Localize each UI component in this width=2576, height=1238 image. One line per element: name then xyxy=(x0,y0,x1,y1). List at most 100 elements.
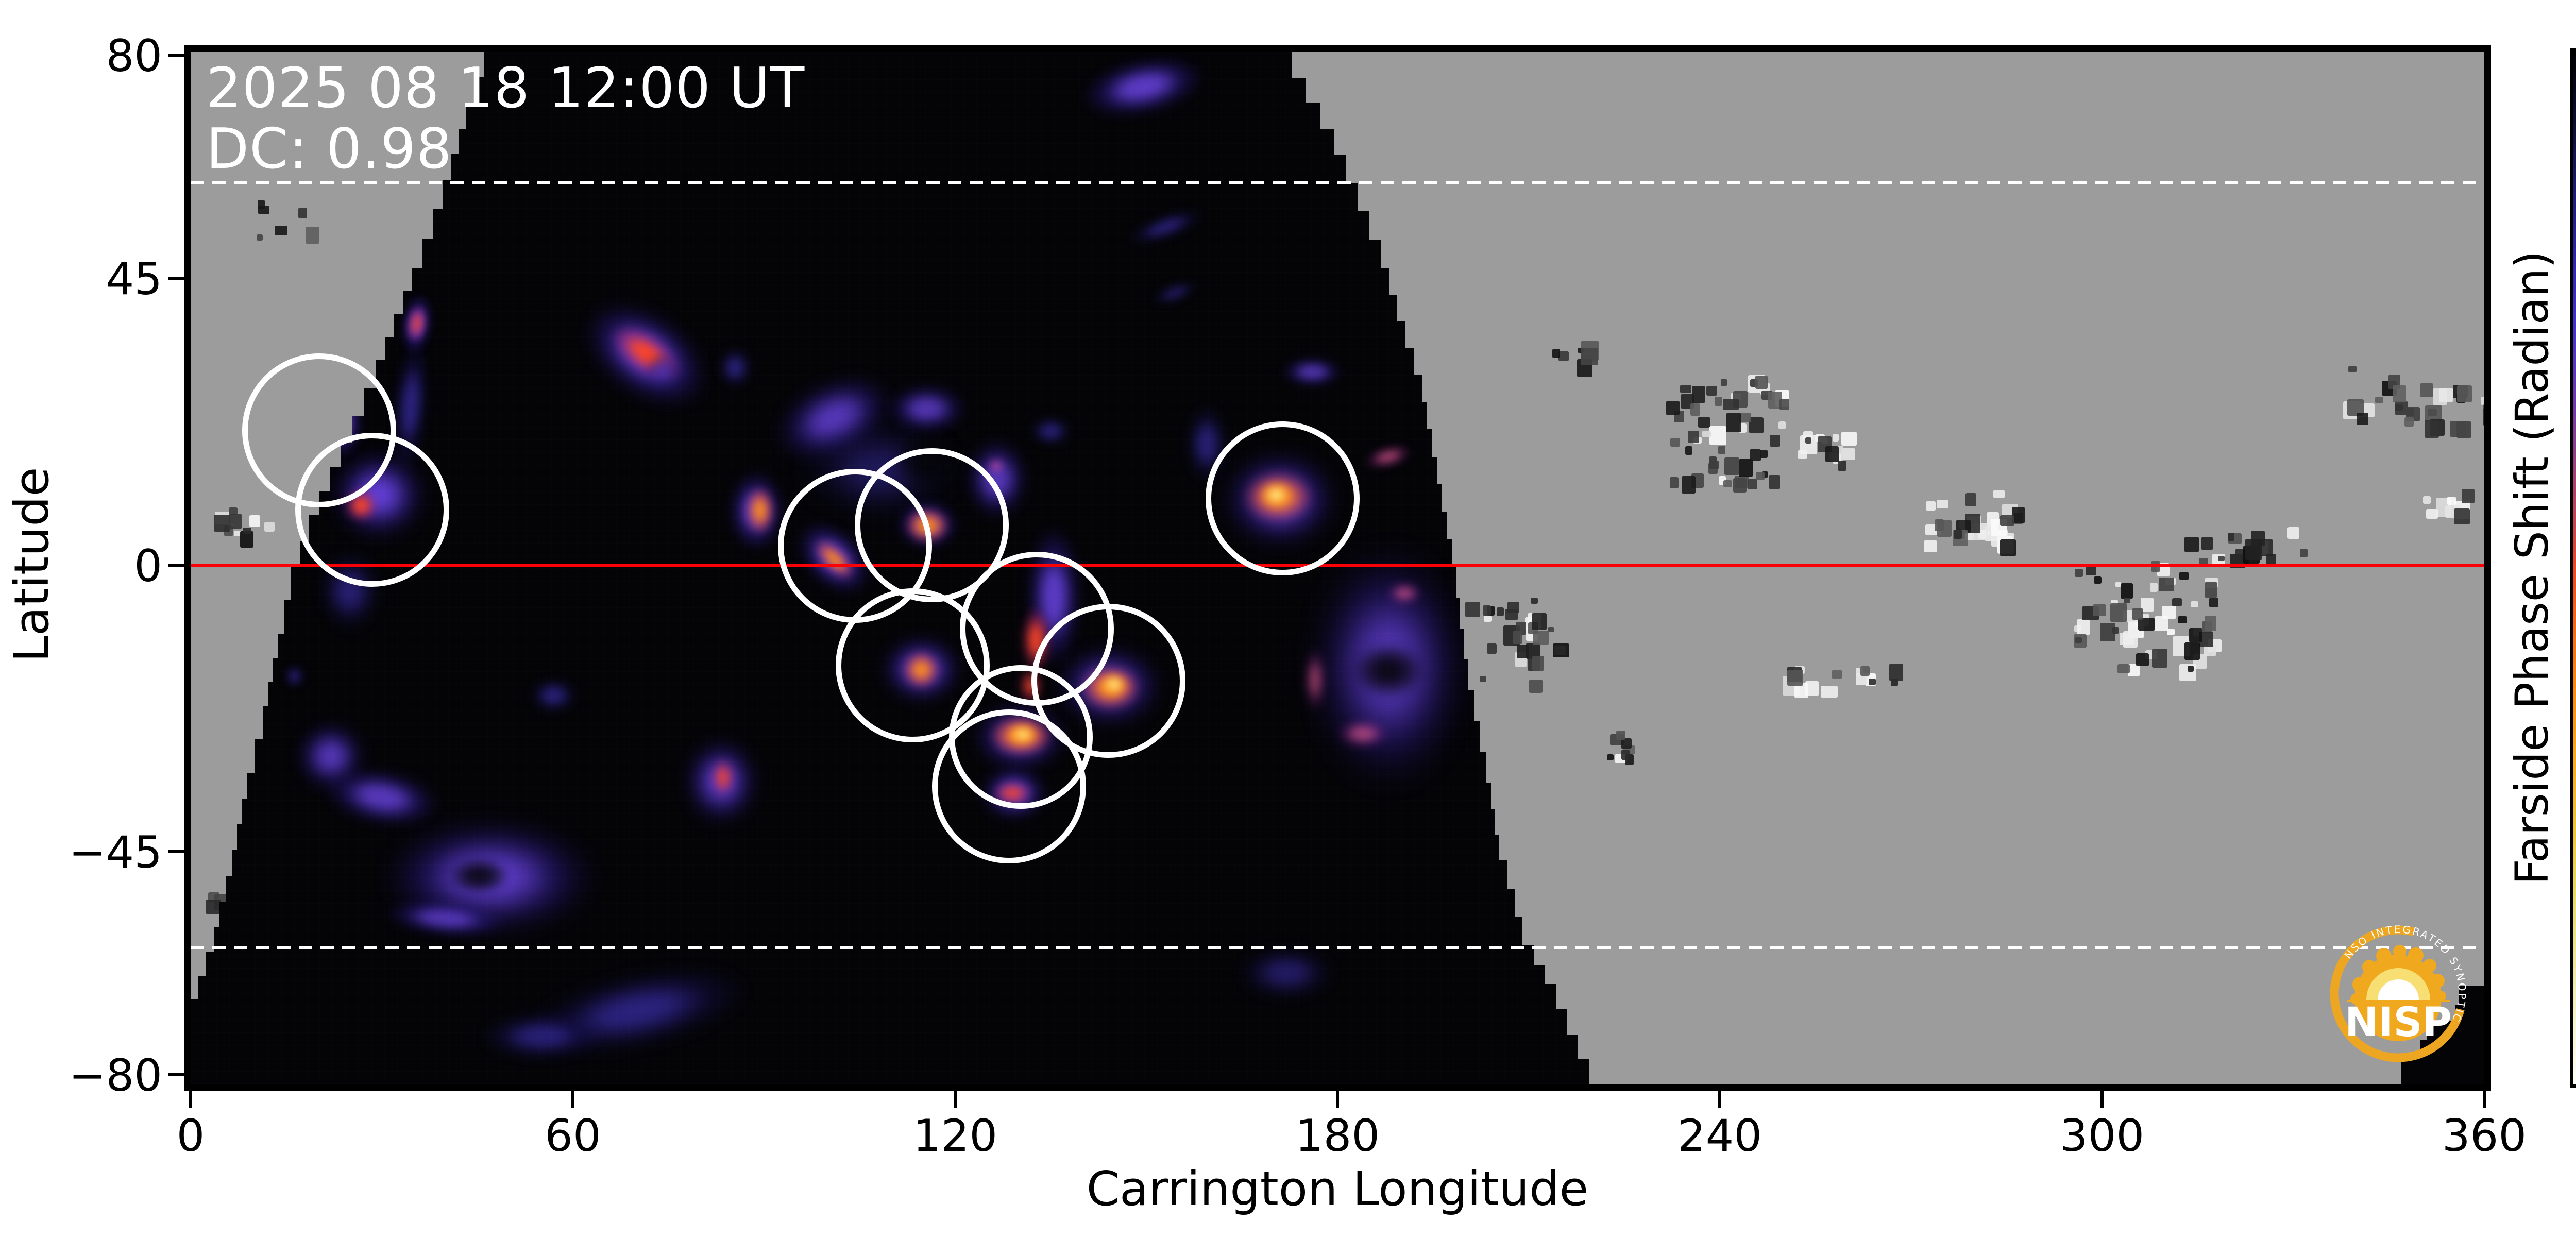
magnetogram-speck-dark xyxy=(229,514,242,529)
phase-blob-violet xyxy=(1280,356,1344,388)
sun-core xyxy=(2378,979,2419,1000)
magnetogram-speck-dark xyxy=(2199,558,2208,565)
magnetogram-speck-dark xyxy=(1532,613,1547,630)
magnetogram-speck-dark xyxy=(1532,656,1544,671)
phase-blob-pink xyxy=(1385,581,1423,606)
magnetogram-speck-light xyxy=(2426,509,2438,519)
magnetogram-speck-dark xyxy=(1692,386,1705,403)
magnetogram-speck-dark xyxy=(1748,479,1757,489)
active-region-circle xyxy=(932,709,1086,863)
magnetogram-speck-light xyxy=(2191,601,2198,607)
x-tick-label: 240 xyxy=(1677,1110,1762,1162)
magnetogram-speck-dark xyxy=(1558,351,1569,361)
phase-blob-orange xyxy=(745,486,774,534)
phase-blob-pink xyxy=(1334,718,1392,750)
phase-blob-pink xyxy=(988,458,1004,474)
magnetogram-speck-light xyxy=(1937,500,1948,508)
magnetogram-speck-dark xyxy=(2375,397,2383,403)
x-tick-mark xyxy=(2100,1091,2104,1108)
magnetogram-speck-light xyxy=(2077,619,2090,635)
magnetogram-speck-dark xyxy=(1805,437,1811,444)
magnetogram-speck-dark xyxy=(2450,421,2466,437)
magnetogram-speck-dark xyxy=(2300,549,2308,557)
magnetogram-speck-dark xyxy=(1505,609,1518,620)
magnetogram-speck-dark xyxy=(1621,750,1630,760)
magnetogram-speck-light xyxy=(2141,598,2154,612)
farside-colorbar-title: Farside Phase Shift (Radian) xyxy=(2505,250,2558,885)
magnetogram-speck-light xyxy=(1841,448,1855,460)
magnetogram-speck-dark xyxy=(275,226,287,235)
y-tick-mark xyxy=(168,276,184,280)
magnetogram-speck-dark xyxy=(2395,401,2408,415)
x-tick-mark xyxy=(2483,1091,2486,1108)
magnetogram-speck-dark xyxy=(2110,603,2127,622)
magnetogram-speck-dark xyxy=(1718,446,1725,454)
magnetogram-speck-dark xyxy=(2404,417,2414,427)
magnetogram-speck-dark xyxy=(1688,431,1699,443)
magnetogram-speck-dark xyxy=(1825,446,1839,462)
magnetogram-speck-dark xyxy=(1779,399,1789,410)
magnetogram-speck-dark xyxy=(1770,435,1780,447)
magnetogram-speck-dark xyxy=(1607,754,1614,760)
magnetogram-speck-dark xyxy=(1869,679,1876,685)
magnetogram-speck-dark xyxy=(1721,379,1727,386)
magnetogram-speck-light xyxy=(2481,397,2484,405)
magnetogram-speck-light xyxy=(1821,686,1838,698)
y-tick-label: 0 xyxy=(134,540,162,592)
magnetogram-speck-dark xyxy=(2075,569,2083,577)
magnetogram-speck-light xyxy=(2123,631,2138,648)
magnetogram-speck-light xyxy=(2287,527,2299,539)
magnetogram-speck-light xyxy=(1709,426,1726,445)
phase-blob-navy xyxy=(528,676,579,715)
y-tick-label: −80 xyxy=(69,1050,163,1102)
x-tick-mark xyxy=(1718,1091,1721,1108)
magnetogram-speck-light xyxy=(234,531,241,536)
magnetogram-speck-dark xyxy=(2121,583,2133,599)
magnetogram-speck-dark xyxy=(2457,385,2472,402)
magnetogram-speck-dark xyxy=(2420,383,2433,397)
magnetogram-speck-light xyxy=(1833,434,1839,442)
magnetogram-speck-light xyxy=(264,522,275,532)
phase-blob-pink xyxy=(1302,645,1328,715)
magnetogram-speck-dark xyxy=(2112,627,2119,634)
dashed-line-north-60 xyxy=(191,181,2484,184)
magnetogram-speck-light xyxy=(2423,496,2431,504)
y-tick-label: −45 xyxy=(69,827,163,879)
magnetogram-speck-dark xyxy=(2266,554,2276,567)
magnetogram-speck-light xyxy=(2167,629,2175,635)
magnetogram-speck-dark xyxy=(2172,598,2182,606)
magnetogram-speck-dark xyxy=(1715,397,1722,406)
magnetogram-speck-dark xyxy=(2179,572,2189,580)
magnetogram-speck-dark xyxy=(1670,438,1680,447)
magnetogram-speck-dark xyxy=(1706,386,1717,396)
x-tick-label: 180 xyxy=(1295,1110,1380,1162)
magnetogram-speck-dark xyxy=(1739,413,1751,422)
magnetogram-speck-dark xyxy=(1670,477,1679,488)
magnetogram-speck-dark xyxy=(1680,385,1691,393)
magnetogram-speck-dark xyxy=(1965,493,1976,506)
magnetogram-speck-dark xyxy=(243,528,251,534)
magnetogram-speck-dark xyxy=(1487,643,1497,654)
magnetogram-speck-dark xyxy=(2218,556,2225,561)
magnetogram-speck-dark xyxy=(206,900,221,914)
plot-area: NISP NSO INTEGRATED SYNOPTIC PROGRAM xyxy=(184,45,2491,1091)
magnetogram-speck-dark xyxy=(2393,385,2406,402)
magnetogram-speck-dark xyxy=(2189,628,2202,642)
active-region-circle xyxy=(1206,421,1360,575)
magnetogram-speck-light xyxy=(1924,540,1937,552)
magnetogram-speck-dark xyxy=(258,200,265,209)
phase-blob-hole xyxy=(1350,642,1427,699)
magnetogram-speck-dark xyxy=(1483,605,1491,616)
x-tick-mark xyxy=(1336,1091,1339,1108)
magnetogram-speck-dark xyxy=(1616,731,1625,740)
farside-colorbar xyxy=(2570,48,2576,1088)
magnetogram-speck-dark xyxy=(214,515,230,532)
magnetogram-speck-dark xyxy=(2425,420,2439,438)
magnetogram-speck-light xyxy=(249,515,260,527)
magnetogram-speck-dark xyxy=(2184,642,2200,660)
phase-blob-navy xyxy=(716,345,754,390)
magnetogram-speck-dark xyxy=(2428,409,2437,416)
magnetogram-speck-dark xyxy=(306,227,319,244)
x-tick-mark xyxy=(189,1091,192,1108)
magnetogram-speck-light xyxy=(1841,432,1857,446)
